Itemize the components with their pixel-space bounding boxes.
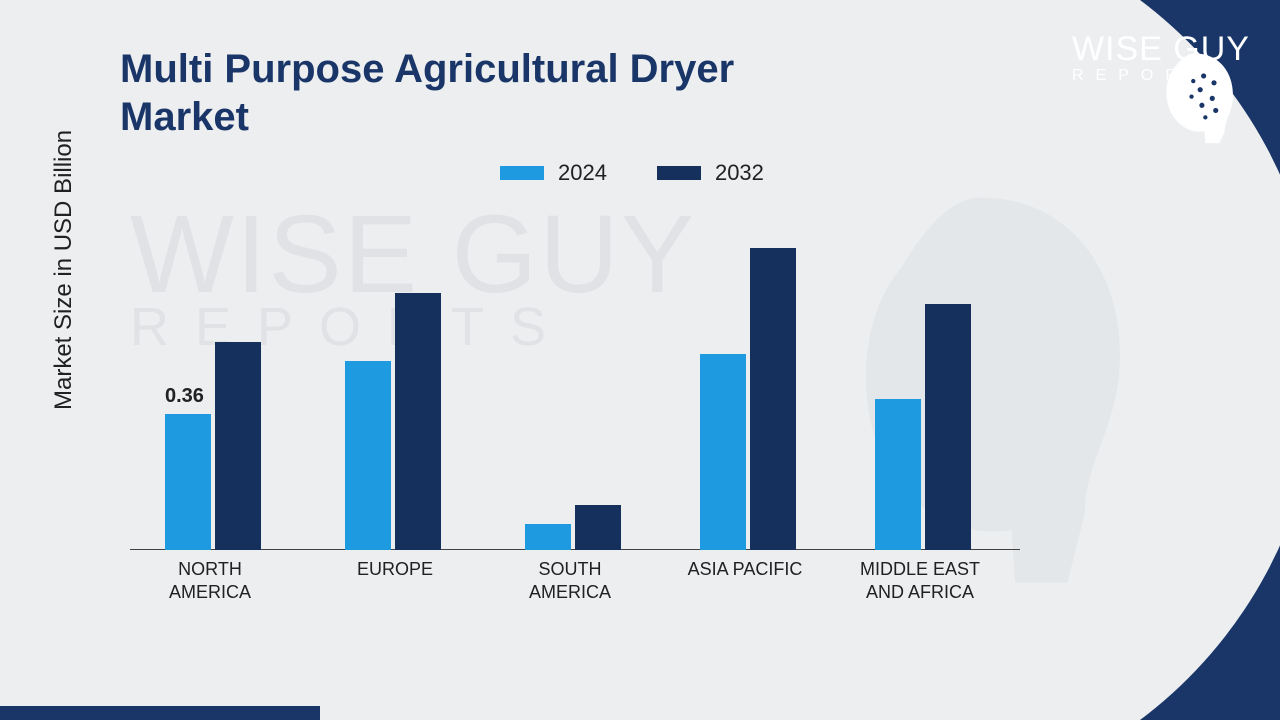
brand-logo: WISE GUY REPORTS [1072, 30, 1250, 85]
x-tick-label: NORTH AMERICA [140, 558, 280, 603]
bar-group [525, 505, 621, 550]
bar [750, 248, 796, 550]
bar [345, 361, 391, 550]
legend-item-2024: 2024 [500, 160, 607, 186]
bar [215, 342, 261, 550]
y-axis-label: Market Size in USD Billion [50, 130, 78, 410]
bar [925, 304, 971, 550]
plot-area: 0.36 [130, 210, 1020, 550]
bar [395, 293, 441, 550]
bar [165, 414, 211, 550]
bar-group [700, 248, 796, 550]
x-axis-labels: NORTH AMERICA EUROPE SOUTH AMERICA ASIA PAC… [130, 558, 1020, 668]
bar [700, 354, 746, 550]
chart-title: Multi Purpose Agricultural Dryer Market [120, 45, 840, 141]
page: WISE GUY REPORTS Multi Purpose Agricultu… [0, 0, 1280, 720]
legend-label-2024: 2024 [558, 160, 607, 186]
bar-group: 0.36 [165, 342, 261, 550]
bottom-accent-bar [0, 706, 320, 720]
bar-group [345, 293, 441, 550]
x-tick-label: MIDDLE EAST AND AFRICA [850, 558, 990, 603]
chart: Market Size in USD Billion 2024 2032 0.3… [60, 160, 1040, 680]
legend-label-2032: 2032 [715, 160, 764, 186]
bar [525, 524, 571, 550]
legend: 2024 2032 [500, 160, 764, 186]
bar-value-label: 0.36 [165, 385, 204, 408]
logo-head-icon [1150, 50, 1240, 145]
bar-group [875, 304, 971, 550]
x-tick-label: SOUTH AMERICA [500, 558, 640, 603]
legend-swatch-2032 [657, 166, 701, 180]
legend-swatch-2024 [500, 166, 544, 180]
bar [875, 399, 921, 550]
x-tick-label: EUROPE [325, 558, 465, 581]
bar [575, 505, 621, 550]
x-tick-label: ASIA PACIFIC [675, 558, 815, 581]
legend-item-2032: 2032 [657, 160, 764, 186]
